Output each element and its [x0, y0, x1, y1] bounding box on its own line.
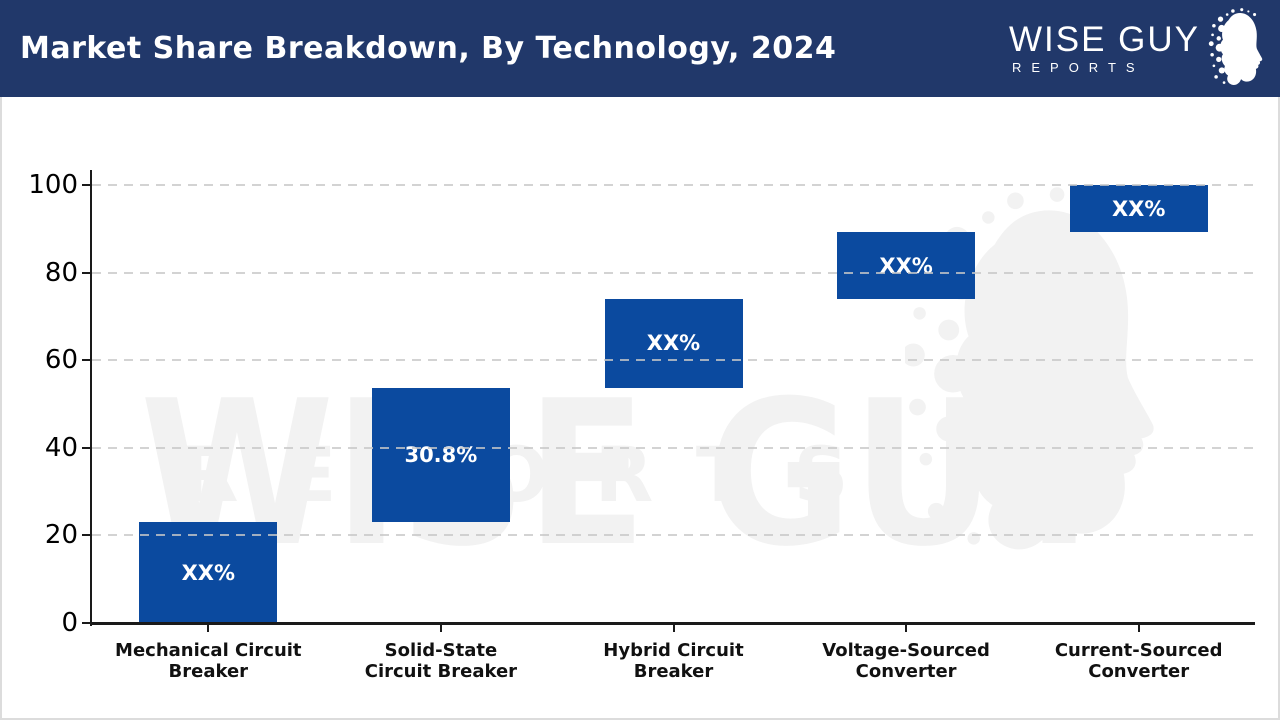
x-tick-mark: [1137, 625, 1140, 632]
page-title: Market Share Breakdown, By Technology, 2…: [20, 31, 837, 66]
y-tick-mark: [82, 271, 91, 274]
y-tick-label: 80: [44, 257, 78, 288]
x-category-label: Mechanical Circuit Breaker: [88, 640, 328, 682]
x-category-label-line: Converter: [1088, 661, 1190, 682]
bar: XX%: [604, 299, 743, 388]
y-tick-mark: [82, 534, 91, 537]
y-tick-label: 20: [44, 520, 78, 551]
y-tick-mark: [82, 359, 91, 362]
x-category-label: Current-Sourced Converter: [1019, 640, 1259, 682]
y-axis-line: [90, 170, 92, 626]
gridline: [92, 184, 1255, 187]
y-tick-label: 40: [44, 432, 78, 463]
bar-value-label: XX%: [1111, 196, 1166, 221]
gridline: [92, 446, 1255, 449]
y-tick-mark: [82, 184, 91, 187]
x-category-label-line: Circuit Breaker: [364, 661, 518, 682]
gridline: [92, 271, 1255, 274]
bar-value-label: XX%: [879, 253, 933, 278]
gridline: [92, 534, 1255, 537]
bar: 30.8%: [371, 387, 510, 523]
bar-value-label: XX%: [646, 331, 701, 356]
x-category-label-line: Mechanical Circuit: [115, 640, 302, 661]
x-category-label-line: Breaker: [168, 661, 249, 682]
bar: XX%: [1069, 185, 1208, 233]
y-tick-label: 0: [61, 608, 78, 638]
header-bar: Market Share Breakdown, By Technology, 2…: [0, 0, 1280, 97]
bar-value-label: XX%: [181, 560, 236, 585]
x-category-label-line: Solid-State: [384, 640, 498, 661]
x-category-label-line: Converter: [855, 661, 957, 682]
x-category-label: Solid-State Circuit Breaker: [321, 640, 561, 682]
x-axis-line: [90, 622, 1255, 625]
x-category-label-line: Breaker: [633, 661, 714, 682]
brand-name: WISE GUY: [1008, 20, 1200, 59]
brand-logo-text: WISE GUY REPORTS: [1009, 22, 1200, 75]
chart-area: WISE GUY REPORTS 0 20 40 60 80 100 XX% Mechanic…: [0, 97, 1280, 720]
y-tick-mark: [82, 446, 91, 449]
gridline: [92, 359, 1255, 362]
x-tick-mark: [439, 625, 442, 632]
bar: XX%: [837, 232, 976, 300]
bar: XX%: [139, 522, 278, 623]
x-category-label-line: Voltage-Sourced: [822, 640, 990, 661]
x-category-label: Hybrid Circuit Breaker: [554, 640, 794, 682]
x-category-label: Voltage-Sourced Converter: [786, 640, 1026, 682]
x-tick-mark: [672, 625, 675, 632]
y-tick-label: 60: [44, 345, 78, 376]
x-category-label-line: Current-Sourced: [1054, 640, 1223, 661]
x-category-label-line: Hybrid Circuit: [603, 640, 744, 661]
brand-logo: WISE GUY REPORTS: [1009, 7, 1266, 91]
brand-subtitle: REPORTS: [1011, 60, 1145, 75]
watermark-subtext: REPORTS: [180, 430, 895, 519]
y-tick-label: 100: [28, 170, 78, 201]
y-tick-mark: [82, 622, 91, 624]
x-tick-mark: [905, 625, 908, 632]
logo-face-icon: [1208, 7, 1263, 85]
x-tick-mark: [207, 625, 210, 632]
